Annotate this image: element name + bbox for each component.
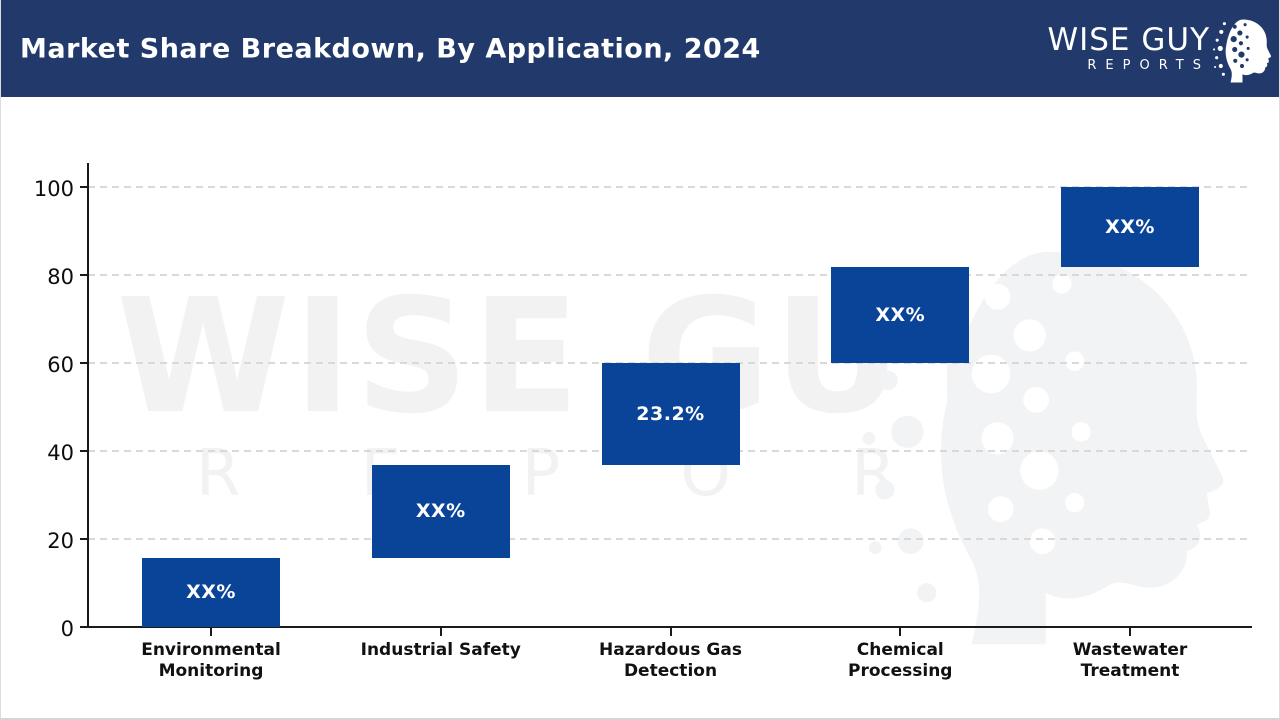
y-axis-tick xyxy=(80,274,88,276)
x-category-label: Environmental Monitoring xyxy=(101,640,321,682)
x-category-label-line: Detection xyxy=(623,661,718,681)
bar-value-label: 23.2% xyxy=(636,403,705,426)
x-category-label-line: Environmental xyxy=(141,640,281,660)
bar-segment: XX% xyxy=(371,465,510,558)
y-axis-tick xyxy=(80,186,88,188)
bar-value-label: XX% xyxy=(1105,216,1155,239)
y-tick-label: 60 xyxy=(47,353,74,377)
x-category-label: Chemical Processing xyxy=(790,640,1010,682)
bar-segment: XX% xyxy=(142,557,280,627)
x-category-label-line: Hazardous Gas xyxy=(599,640,742,660)
brand-logo: WISE GUY REPORTS xyxy=(1047,4,1274,93)
x-category-label: Industrial Safety xyxy=(331,640,551,661)
page-title: Market Share Breakdown, By Application, … xyxy=(20,33,761,64)
x-category-label-line: Processing xyxy=(848,661,953,681)
y-tick-label: 100 xyxy=(33,177,74,201)
y-axis-tick xyxy=(80,450,88,452)
header-bar: Market Share Breakdown, By Application, … xyxy=(0,0,1280,97)
x-category-label-line: Treatment xyxy=(1080,661,1180,681)
x-axis-tick xyxy=(210,627,212,636)
bar-value-label: XX% xyxy=(875,304,926,327)
brand-wordmark-line1: WISE GUY xyxy=(1047,21,1210,58)
y-axis-tick xyxy=(80,362,88,364)
x-axis-tick xyxy=(669,627,672,636)
bar-segment: 23.2% xyxy=(601,363,740,466)
brand-wordmark: WISE GUY REPORTS xyxy=(1047,24,1210,74)
x-category-label-line: Chemical xyxy=(856,640,944,660)
x-category-label: Hazardous Gas Detection xyxy=(561,640,781,682)
x-axis-tick xyxy=(899,627,902,636)
watermark-face-icon xyxy=(862,251,1224,645)
x-category-label-line: Industrial Safety xyxy=(360,640,521,660)
bar-value-label: XX% xyxy=(186,581,236,604)
brand-wordmark-line2: REPORTS xyxy=(1087,58,1210,74)
x-category-label-line: Monitoring xyxy=(158,661,264,681)
x-axis-tick xyxy=(439,627,442,636)
y-axis-line xyxy=(87,163,89,628)
y-axis-tick xyxy=(80,538,88,540)
dotted-face-icon xyxy=(1213,18,1272,83)
x-category-label-line: Wastewater xyxy=(1072,640,1188,660)
x-axis-tick xyxy=(1129,627,1131,636)
x-category-label: Wastewater Treatment xyxy=(1020,640,1240,682)
y-tick-label: 80 xyxy=(47,265,74,289)
y-tick-label: 20 xyxy=(47,529,74,553)
y-gridline xyxy=(88,538,1252,540)
bar-segment: XX% xyxy=(1061,187,1199,268)
y-gridline xyxy=(88,186,1252,188)
y-gridline xyxy=(88,274,1252,276)
y-tick-label: 40 xyxy=(47,441,74,465)
y-tick-label: 0 xyxy=(60,617,74,641)
y-axis-tick xyxy=(80,626,88,628)
bar-value-label: XX% xyxy=(415,500,466,523)
bar-segment: XX% xyxy=(831,267,970,363)
